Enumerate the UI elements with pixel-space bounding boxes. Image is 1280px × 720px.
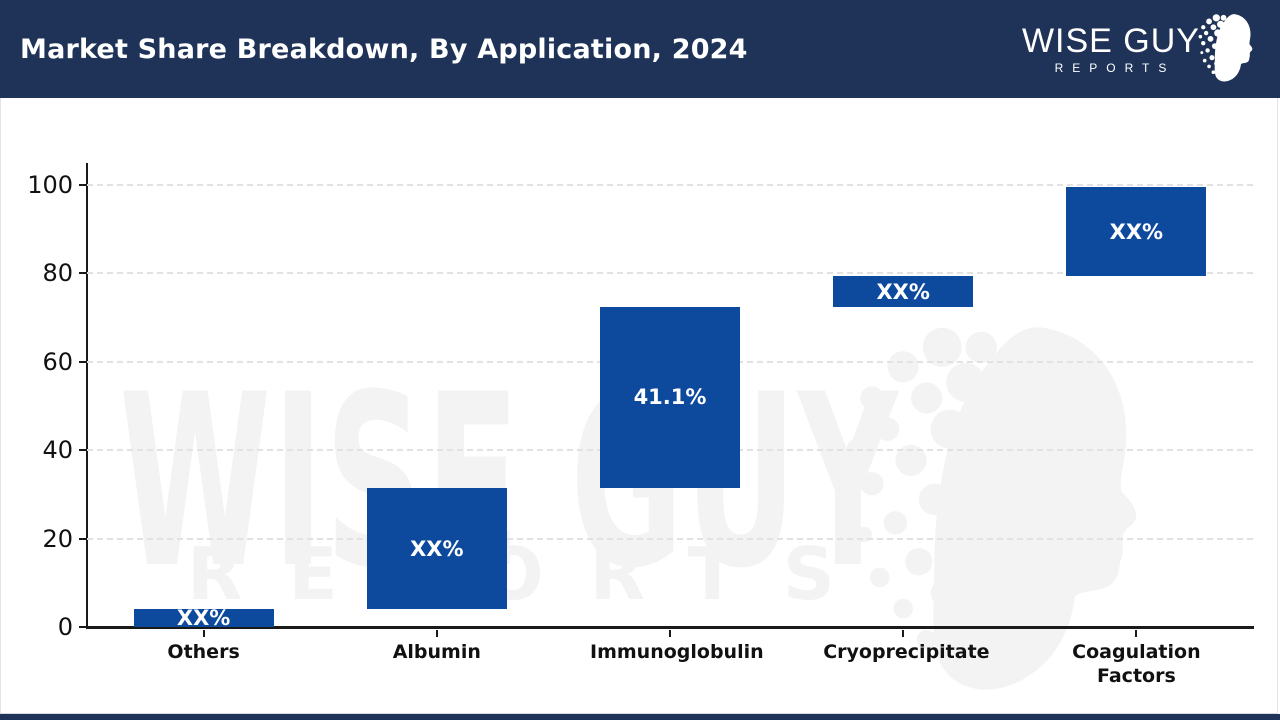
bar-value-label: XX% [410, 536, 464, 561]
y-axis-tick-label: 60 [42, 347, 73, 376]
x-axis-tick [1135, 630, 1138, 637]
x-axis-category-label: Others [167, 641, 240, 663]
y-axis-tick-label: 20 [42, 524, 73, 553]
y-axis-tick-label: 0 [57, 613, 73, 641]
bar-value-label: 41.1% [633, 385, 707, 410]
x-axis-category-label: Immunoglobulin [590, 641, 764, 663]
logo-wordmark: WISE GUY [1021, 22, 1200, 60]
x-axis-tick [202, 630, 205, 637]
bar-cryoprecipitate: XX% [833, 276, 974, 307]
bar-value-label: XX% [1109, 219, 1164, 244]
x-axis-tick [902, 630, 905, 637]
y-axis-tick [79, 360, 86, 363]
page-title: Market Share Breakdown, By Application, … [20, 33, 748, 65]
dotted-head-icon [1198, 14, 1253, 82]
logo-text: WISE GUY REPORTS [1022, 24, 1200, 74]
x-axis-line [86, 626, 1254, 629]
y-axis-tick [79, 272, 86, 275]
y-axis-tick [79, 184, 86, 186]
y-axis-tick [79, 537, 86, 540]
header-bar: Market Share Breakdown, By Application, … [0, 0, 1280, 98]
y-axis-tick-label: 80 [42, 259, 73, 288]
y-axis-line [86, 163, 88, 629]
wise-guy-logo: WISE GUY REPORTS [1022, 9, 1254, 89]
y-gridline [87, 537, 1253, 540]
bar-others: XX% [133, 606, 274, 631]
bar-coagulation-factors: XX% [1066, 186, 1207, 277]
bar-immunoglobulin: 41.1% [600, 306, 740, 489]
y-gridline [87, 184, 1253, 186]
y-gridline [87, 272, 1253, 275]
bar-value-label: XX% [176, 606, 231, 631]
y-axis-tick-label: 100 [27, 171, 73, 199]
x-axis-category-label: Albumin [392, 641, 481, 663]
y-axis-tick-label: 40 [42, 436, 73, 465]
footer-bar [0, 714, 1280, 720]
x-axis-tick [669, 630, 671, 637]
y-axis-tick [79, 626, 86, 628]
y-axis-tick [79, 449, 86, 452]
bar-albumin: XX% [366, 488, 507, 610]
x-axis-category-label: Cryoprecipitate [823, 641, 990, 663]
logo-subtitle: REPORTS [1054, 61, 1176, 75]
x-axis-category-label: Coagulation Factors [1072, 641, 1201, 687]
x-axis-tick [435, 630, 438, 637]
bar-value-label: XX% [876, 279, 930, 304]
